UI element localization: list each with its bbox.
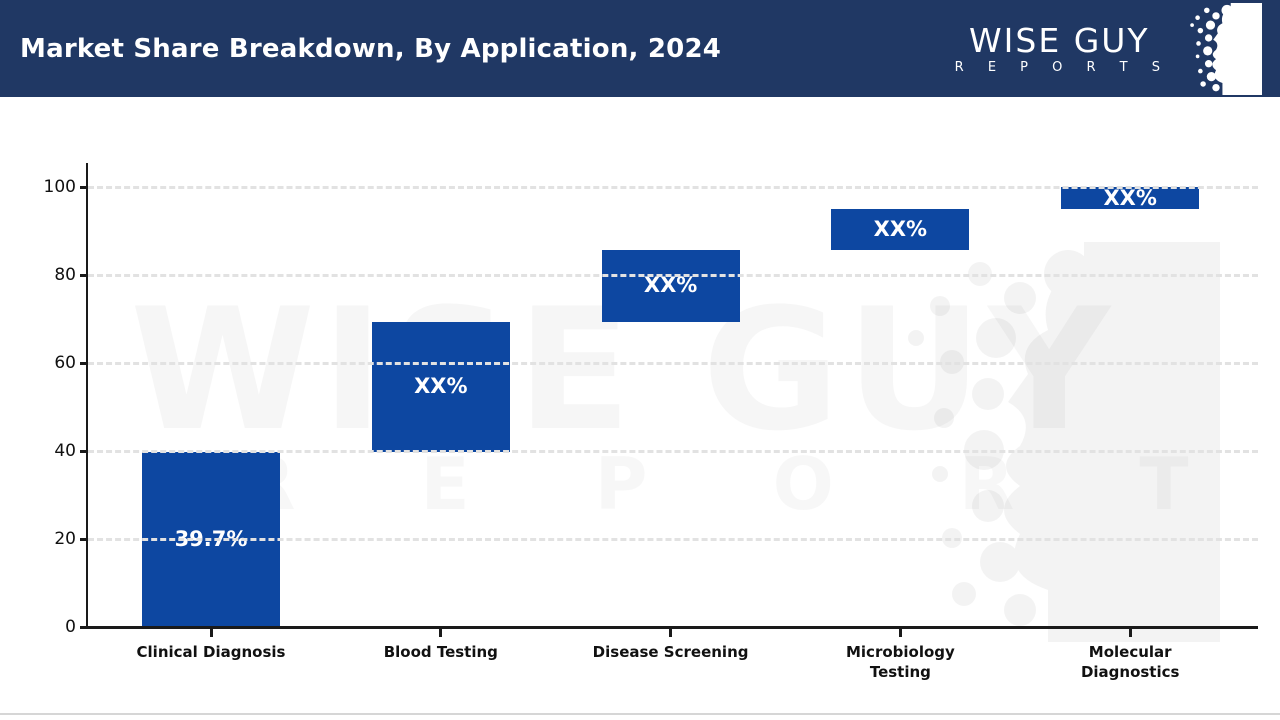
- wiseguy-face-logo-icon: [1190, 2, 1262, 95]
- x-axis-category-label: Clinical Diagnosis: [136, 643, 286, 661]
- y-tick-label-100: 100: [43, 177, 76, 197]
- y-axis-line: [86, 163, 88, 629]
- gridline-40: [88, 450, 1258, 453]
- watermark-face-icon: [908, 242, 1220, 642]
- page-title: Market Share Breakdown, By Application, …: [20, 33, 722, 64]
- logo-wordmark: WISE GUY: [969, 20, 1150, 60]
- y-tick-label-0: 0: [65, 617, 76, 637]
- gridline-60: [88, 362, 1258, 365]
- x-tick-3: [898, 628, 902, 637]
- logo-text: WISE GUY R E P O R T S: [949, 24, 1170, 74]
- x-tick-2: [669, 628, 673, 637]
- y-tick-100: [80, 186, 88, 189]
- bar-value-label: XX%: [643, 273, 698, 298]
- gridline-100: [88, 186, 1258, 189]
- y-tick-0: [80, 626, 88, 629]
- y-tick-40: [80, 450, 88, 453]
- bar-disease-screening: XX%: [601, 249, 740, 322]
- y-tick-80: [80, 274, 88, 277]
- x-axis-category-label: Molecular Diagnostics: [1080, 643, 1180, 682]
- bottom-divider: [0, 713, 1280, 715]
- x-tick-1: [439, 628, 443, 637]
- bar-value-label: XX%: [873, 216, 928, 241]
- y-tick-label-20: 20: [54, 529, 76, 549]
- y-tick-20: [80, 538, 88, 541]
- wiseguy-logo: WISE GUY R E P O R T S: [949, 0, 1266, 97]
- gridline-20: [88, 538, 1258, 541]
- y-tick-60: [80, 362, 88, 365]
- bar-microbiology-testing: XX%: [831, 209, 970, 250]
- x-axis-category-label: Microbiology Testing: [845, 643, 955, 682]
- bar-value-label: XX%: [414, 374, 468, 399]
- x-axis-line: [86, 626, 1258, 629]
- x-axis-category-label: Blood Testing: [383, 643, 498, 661]
- gridline-80: [88, 274, 1258, 277]
- bar-blood-testing: XX%: [371, 321, 510, 453]
- x-tick-0: [209, 628, 213, 637]
- bar-value-label: XX%: [1103, 185, 1157, 210]
- y-tick-label-40: 40: [54, 441, 76, 461]
- x-axis-category-label: Disease Screening: [592, 643, 749, 661]
- bar-molecular-diagnostics: XX%: [1061, 185, 1200, 210]
- logo-subtext: R E P O R T S: [954, 59, 1170, 75]
- y-tick-label-80: 80: [54, 265, 76, 285]
- header-banner: Market Share Breakdown, By Application, …: [0, 0, 1280, 97]
- chart-area: WISE GUY R E P O R T S: [0, 97, 1280, 714]
- y-tick-label-60: 60: [54, 353, 76, 373]
- x-tick-4: [1128, 628, 1132, 637]
